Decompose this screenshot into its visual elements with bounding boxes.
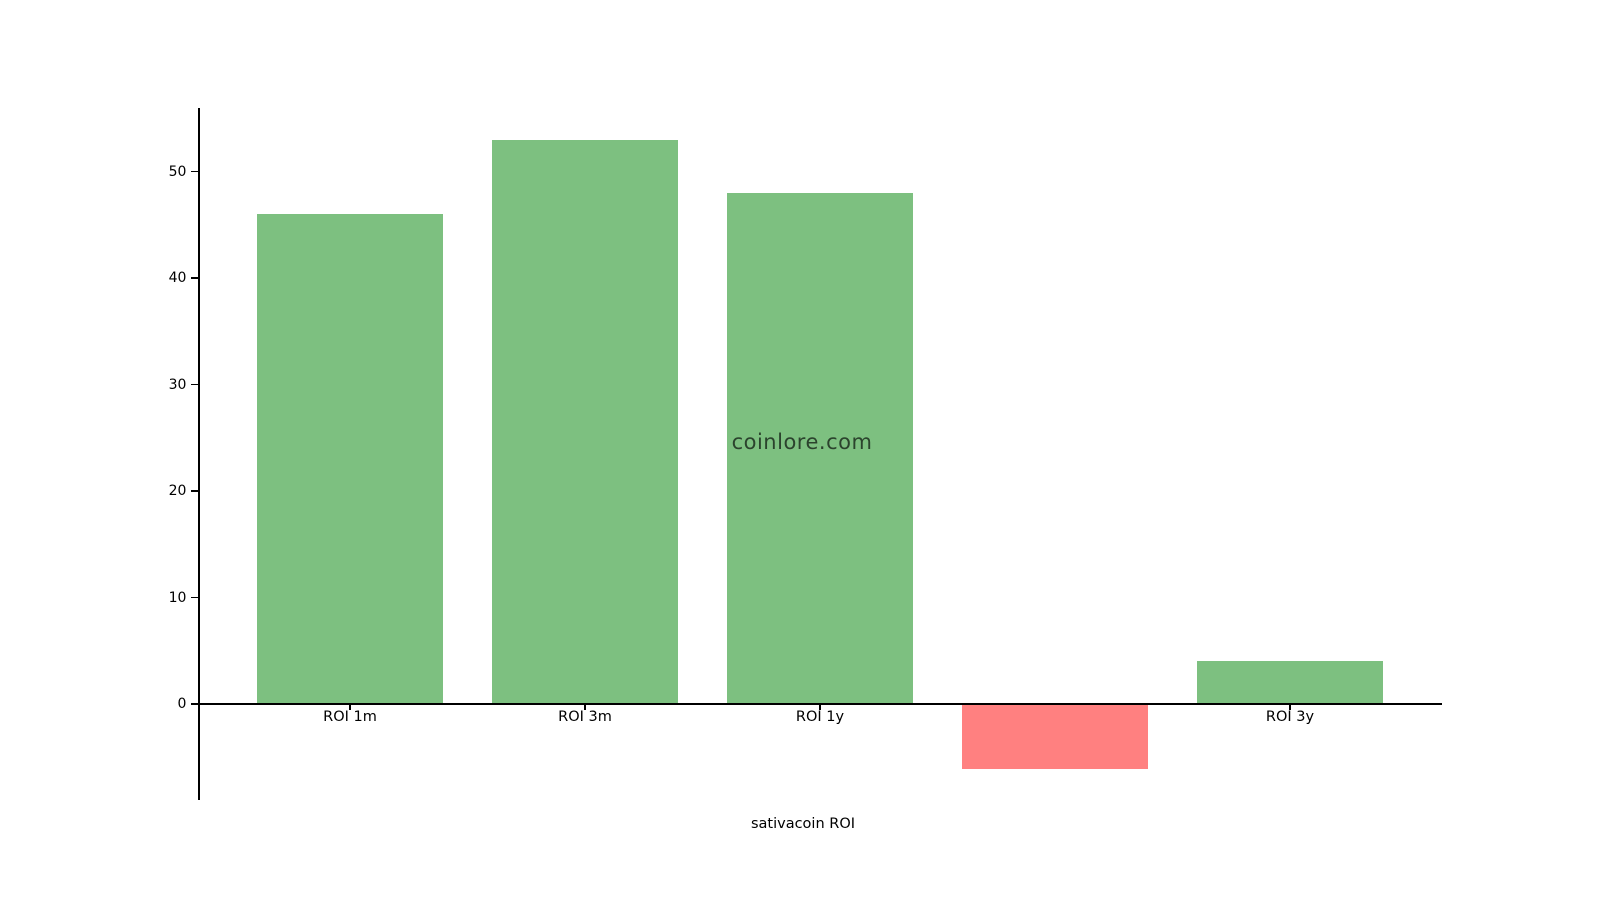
y-tick-label: 50 (168, 163, 187, 180)
x-tick-label: ROI 1y (795, 709, 845, 725)
x-tick-label: ROI 3m (558, 709, 612, 725)
x-tick-label: ROI 3y (1265, 709, 1315, 725)
bar-roi-1y (727, 192, 913, 704)
y-tick-label: 40 (168, 270, 187, 286)
x-axis-line (198, 703, 1442, 705)
y-axis-spine (198, 108, 200, 800)
y-tick-mark (191, 383, 199, 386)
bar-roi-3y (1197, 661, 1383, 704)
bar-roi-1m (257, 214, 443, 704)
bar-roi-3m (492, 139, 678, 704)
x-tick-label: ROI 1m (323, 709, 377, 725)
x-tick-mark (349, 704, 351, 710)
y-tick-label: 0 (177, 696, 187, 712)
chart-title: sativacoin ROI (750, 816, 856, 832)
y-tick-mark (191, 490, 199, 492)
y-tick-mark (191, 170, 199, 173)
bar-unlabeled-3 (962, 704, 1148, 769)
y-tick-label: 30 (168, 376, 187, 393)
x-tick-mark (584, 704, 586, 710)
watermark-text: coinlore.com (731, 430, 873, 454)
y-tick-label: 20 (168, 483, 187, 499)
x-tick-mark (819, 704, 821, 710)
y-tick-label: 10 (168, 589, 187, 606)
y-tick-mark (191, 596, 199, 599)
y-tick-mark (191, 277, 199, 279)
y-tick-mark (191, 703, 199, 705)
x-tick-mark (1289, 704, 1291, 710)
